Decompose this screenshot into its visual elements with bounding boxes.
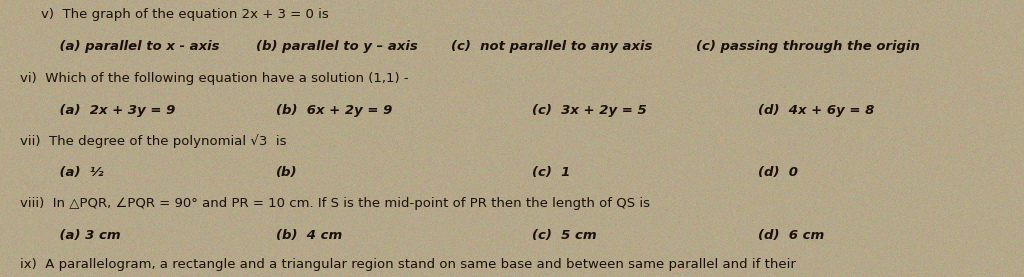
Text: (c)  3x + 2y = 5: (c) 3x + 2y = 5 — [532, 104, 647, 117]
Text: (c)  not parallel to any axis: (c) not parallel to any axis — [451, 40, 671, 53]
Text: (a) parallel to x - axis: (a) parallel to x - axis — [41, 40, 247, 53]
Text: (b)  4 cm: (b) 4 cm — [276, 229, 343, 242]
Text: (a)  ½: (a) ½ — [41, 166, 103, 179]
Text: (c)  1: (c) 1 — [532, 166, 570, 179]
Text: vii)  The degree of the polynomial √3  is: vii) The degree of the polynomial √3 is — [20, 134, 287, 148]
Text: (a) 3 cm: (a) 3 cm — [41, 229, 121, 242]
Text: (d)  6 cm: (d) 6 cm — [758, 229, 824, 242]
Text: ix)  A parallelogram, a rectangle and a triangular region stand on same base and: ix) A parallelogram, a rectangle and a t… — [20, 258, 797, 271]
Text: (b) parallel to y – axis: (b) parallel to y – axis — [256, 40, 427, 53]
Text: (a)  2x + 3y = 9: (a) 2x + 3y = 9 — [41, 104, 175, 117]
Text: (d)  4x + 6y = 8: (d) 4x + 6y = 8 — [758, 104, 874, 117]
Text: (b)  6x + 2y = 9: (b) 6x + 2y = 9 — [276, 104, 393, 117]
Text: (c) passing through the origin: (c) passing through the origin — [696, 40, 921, 53]
Text: (c)  5 cm: (c) 5 cm — [532, 229, 597, 242]
Text: (b): (b) — [276, 166, 298, 179]
Text: viii)  In △PQR, ∠PQR = 90° and PR = 10 cm. If S is the mid-point of PR then the : viii) In △PQR, ∠PQR = 90° and PR = 10 cm… — [20, 197, 650, 210]
Text: (d)  0: (d) 0 — [758, 166, 798, 179]
Text: vi)  Which of the following equation have a solution (1,1) -: vi) Which of the following equation have… — [20, 72, 410, 85]
Text: v)  The graph of the equation 2x + 3 = 0 is: v) The graph of the equation 2x + 3 = 0 … — [41, 8, 329, 21]
